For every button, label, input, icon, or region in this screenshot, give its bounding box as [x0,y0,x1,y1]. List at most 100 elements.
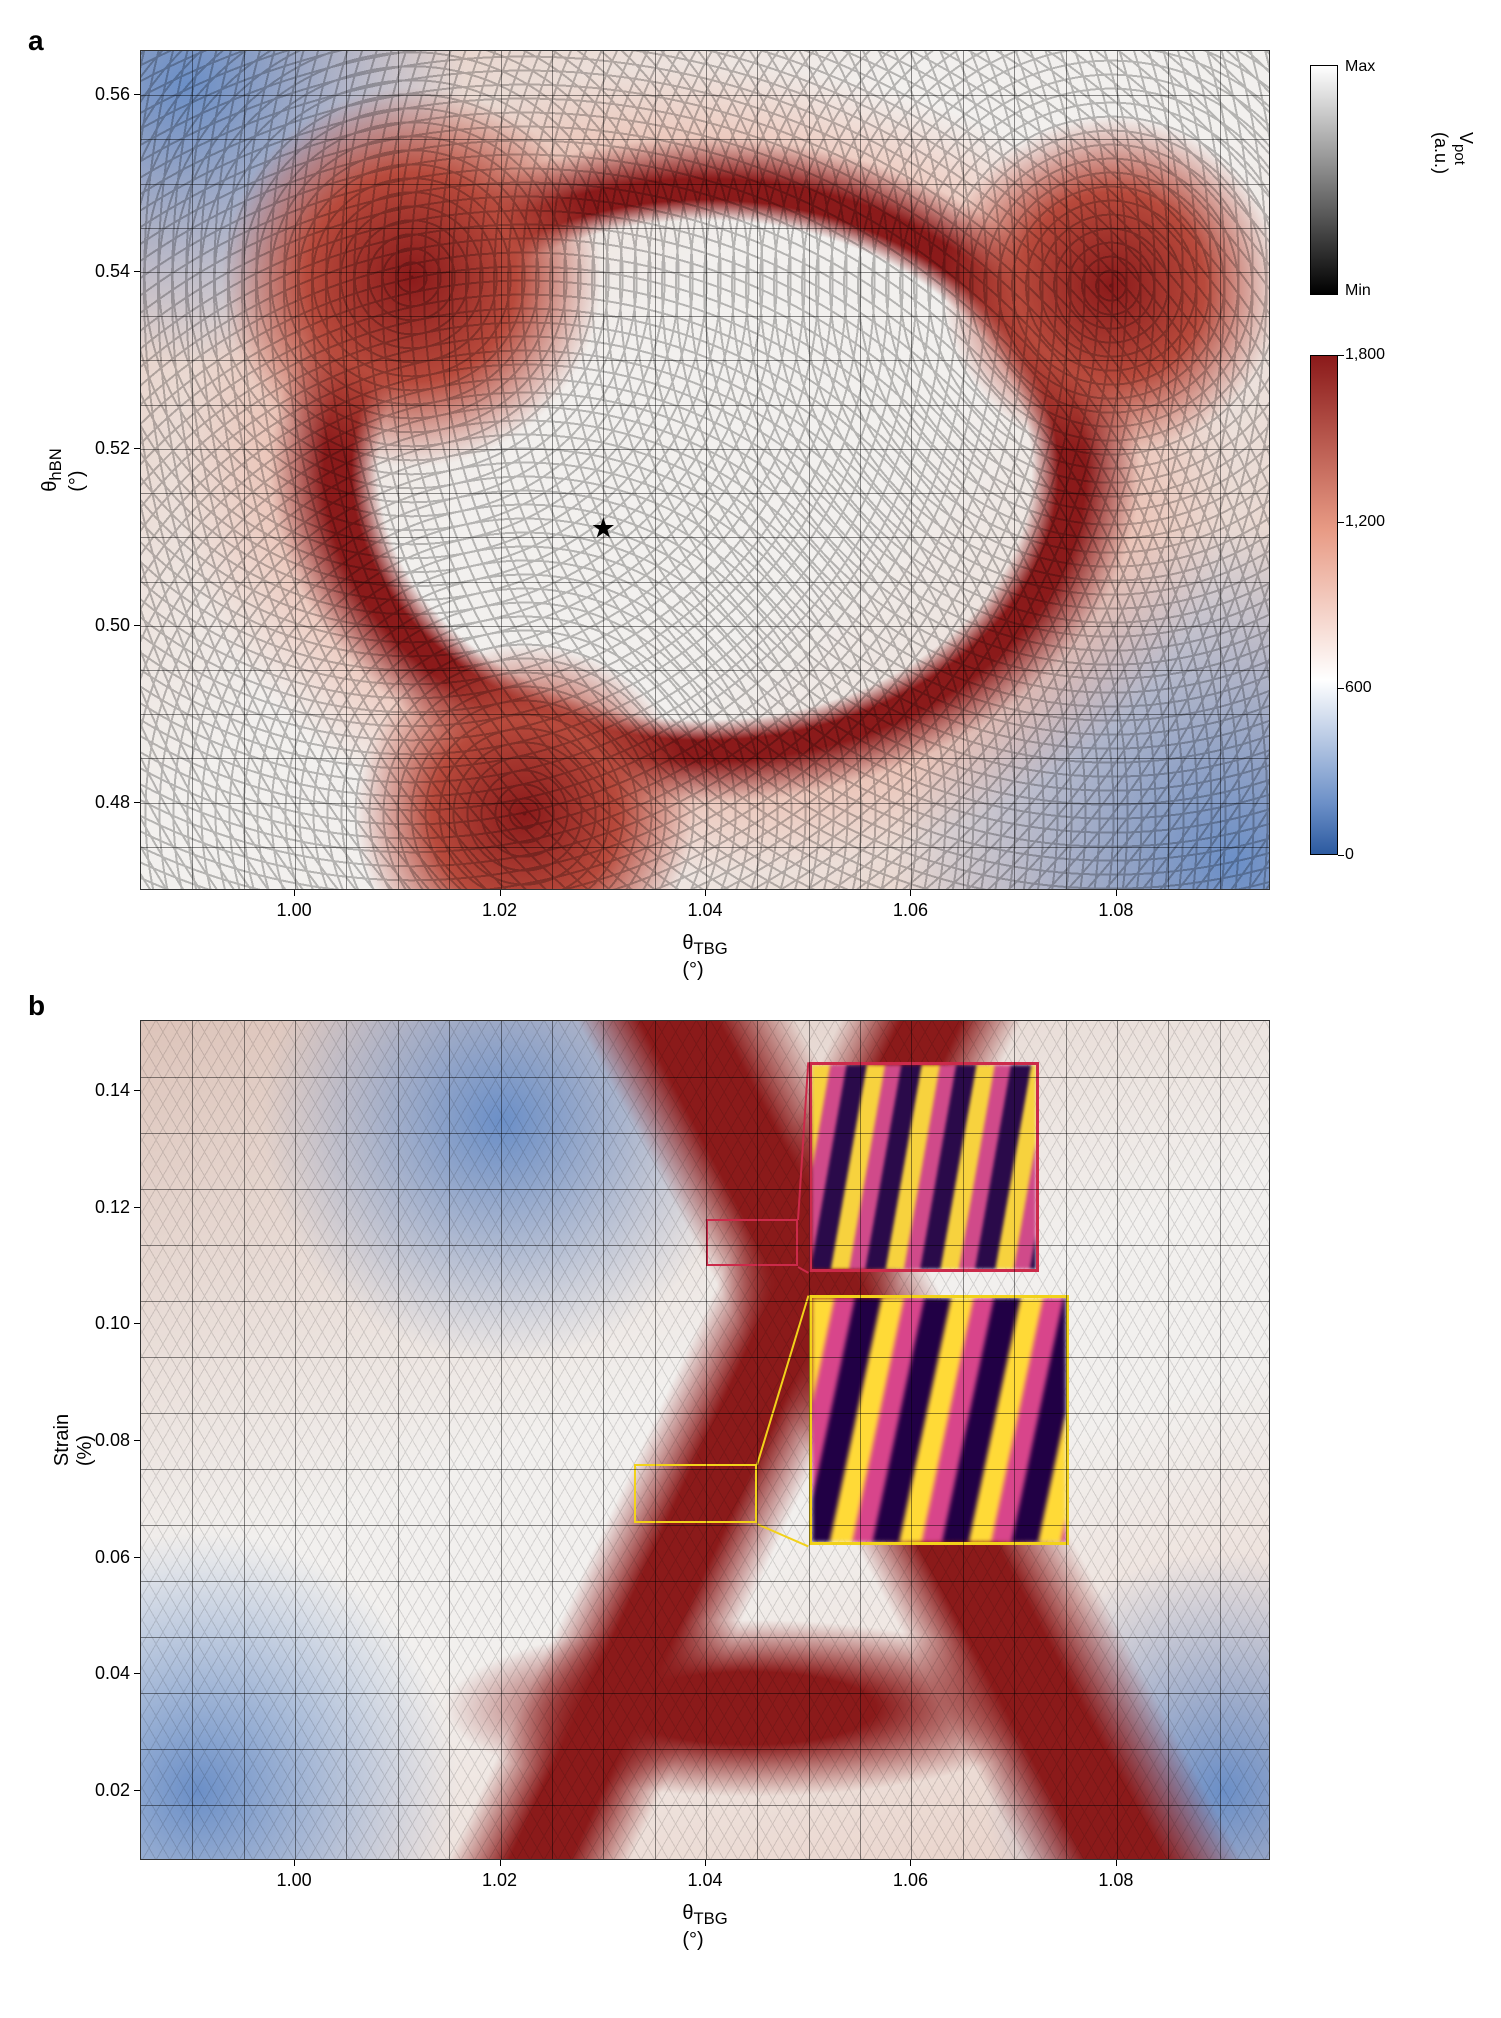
ytick-mark [134,448,140,449]
grid-line [963,51,964,889]
xtick: 1.04 [687,900,722,921]
grid-line [141,1525,1269,1526]
ytick: 0.54 [80,261,130,282]
vpot-max: Max [1345,58,1375,76]
panel-b-label: b [28,990,45,1022]
grid-line [141,1301,1269,1302]
grid-line [141,1637,1269,1638]
grid-line [141,405,1269,406]
xtick-mark [294,1860,295,1866]
grid-line [757,1021,758,1859]
grid-line [141,1693,1269,1694]
xtick-mark [500,890,501,896]
grid-line [1066,51,1067,889]
grid-line [141,1749,1269,1750]
inset-red [809,1062,1039,1272]
panel-b-texture [141,1021,1269,1859]
panel-a-xlabel: θTBG (°) [682,932,727,982]
grid-line [1066,1021,1067,1859]
grid-line [809,51,810,889]
xtick-mark [705,890,706,896]
grid-line [1117,51,1118,889]
grid-line [141,493,1269,494]
grid-line [141,1413,1269,1414]
ytick-mark [134,1557,140,1558]
vpot-label: Vpot (a.u.) [1430,132,1476,188]
vpot-min: Min [1345,282,1371,300]
ytick: 0.48 [80,792,130,813]
grid-line [911,1021,912,1859]
ytick-mark [134,1090,140,1091]
panel-a-plot-area: ★ [140,50,1270,890]
grid-line [141,139,1269,140]
xtick-mark [1116,890,1117,896]
grid-line [1220,1021,1221,1859]
grid-line [346,51,347,889]
inset-yellow [809,1295,1069,1545]
grid-line [141,1245,1269,1246]
ytick-mark [134,1790,140,1791]
inset-red-source-box [706,1219,798,1266]
ytick-mark [134,271,140,272]
xtick: 1.00 [277,1870,312,1891]
grid-line [860,1021,861,1859]
periodicity-tick: 1,800 [1345,346,1385,364]
grid-line [346,1021,347,1859]
grid-line [141,95,1269,96]
grid-line [398,1021,399,1859]
xtick-mark [910,890,911,896]
periodicity-tick: 0 [1345,846,1354,864]
panel-a-label: a [28,25,44,57]
ytick: 0.56 [80,84,130,105]
grid-line [1014,51,1015,889]
ytick: 0.08 [80,1430,130,1451]
grid-line [295,51,296,889]
grid-line [141,537,1269,538]
grid-line [809,1021,810,1859]
grid-line [552,51,553,889]
ytick: 0.04 [80,1663,130,1684]
grid-line [1168,51,1169,889]
grid-line [141,360,1269,361]
periodicity-tick-mark [1338,688,1344,689]
panel-a-texture [141,51,1269,889]
ytick: 0.06 [80,1547,130,1568]
grid-line [398,51,399,889]
inset-yellow-source-box [634,1464,757,1522]
grid-line [141,228,1269,229]
ytick: 0.02 [80,1780,130,1801]
xtick-mark [705,1860,706,1866]
grid-line [655,51,656,889]
grid-line [141,803,1269,804]
grid-line [911,51,912,889]
vpot-bar [1310,65,1338,295]
grid-line [860,51,861,889]
grid-line [449,1021,450,1859]
periodicity-tick-mark [1338,355,1344,356]
grid-line [706,1021,707,1859]
grid-line [141,847,1269,848]
xtick: 1.08 [1098,1870,1133,1891]
inset-red-image [812,1065,1036,1269]
ytick-mark [134,94,140,95]
grid-line [244,1021,245,1859]
grid-line [141,184,1269,185]
grid-line [655,1021,656,1859]
grid-line [141,449,1269,450]
ytick: 0.10 [80,1313,130,1334]
grid-line [552,1021,553,1859]
periodicity-bar [1310,355,1338,855]
grid-line [706,51,707,889]
ytick-mark [134,802,140,803]
xtick-mark [294,890,295,896]
grid-line [1117,1021,1118,1859]
ytick-mark [134,1440,140,1441]
grid-line [141,1133,1269,1134]
ytick-mark [134,1207,140,1208]
grid-line [141,1581,1269,1582]
periodicity-tick: 600 [1345,679,1372,697]
xtick-mark [500,1860,501,1866]
grid-line [192,1021,193,1859]
xtick-mark [1116,1860,1117,1866]
grid-line [141,714,1269,715]
